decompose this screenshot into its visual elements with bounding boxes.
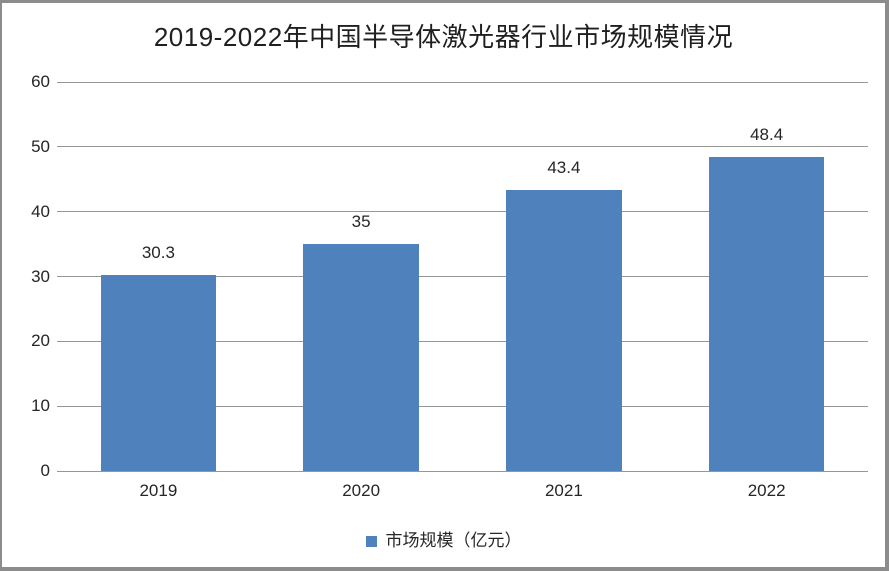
bar-value-label-2020: 35 [351,212,371,232]
gridline-y-20 [57,340,868,342]
gridline-y-50 [57,146,868,148]
y-tick-label-60: 60 [31,72,50,91]
x-tick-label-2022: 2022 [747,481,786,500]
bar-2022 [708,157,825,471]
gridline-y-0 [57,470,868,472]
bar-2020 [303,244,419,471]
legend-marker-icon [365,535,377,547]
gridline-y-40 [57,211,868,213]
gridline-y-10 [57,405,868,407]
y-tick-label-30: 30 [31,266,50,286]
bar-2021 [506,189,622,471]
gridline-y-60 [57,81,868,83]
bar-2019 [100,274,217,471]
y-tick-label-0: 0 [40,461,50,480]
bar-value-label-2022: 48.4 [750,125,784,145]
y-tick-label-20: 20 [31,331,50,351]
legend: 市场规模（亿元） [2,531,885,551]
x-tick-label-2020: 2020 [342,481,381,500]
bar-value-label-2021: 43.4 [547,157,581,177]
x-tick-label-2019: 2019 [139,481,178,500]
y-tick-label-50: 50 [31,136,50,156]
y-tick-label-10: 10 [31,396,50,416]
gridline-y-30 [57,276,868,277]
plot-area: 0 10 20 30 40 50 60 30.3 2019 35 2020 43.4 2021 48.4 2… [31,72,868,500]
legend-series-label: 市场规模（亿元） [385,531,522,550]
bar-value-label-2019: 30.3 [141,242,175,262]
y-tick-label-40: 40 [31,201,50,221]
x-tick-label-2021: 2021 [544,481,583,500]
chart-title: 2019-2022年中国半导体激光器行业市场规模情况 [153,22,734,52]
